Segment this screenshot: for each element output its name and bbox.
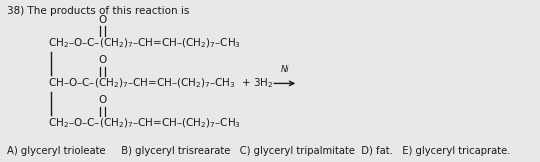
Text: CH$_2$–O–C–(CH$_2$)$_7$–CH=CH–(CH$_2$)$_7$–CH$_3$: CH$_2$–O–C–(CH$_2$)$_7$–CH=CH–(CH$_2$)$_… [48, 117, 241, 130]
Text: CH–O–C–(CH$_2$)$_7$–CH=CH–(CH$_2$)$_7$–CH$_3$  + 3H$_2$: CH–O–C–(CH$_2$)$_7$–CH=CH–(CH$_2$)$_7$–C… [48, 77, 273, 90]
Text: O: O [99, 95, 107, 105]
Text: 38) The products of this reaction is: 38) The products of this reaction is [8, 6, 190, 16]
Text: Ni: Ni [280, 65, 289, 74]
Text: O: O [99, 55, 107, 65]
Text: O: O [99, 15, 107, 25]
Text: CH$_2$–O–C–(CH$_2$)$_7$–CH=CH–(CH$_2$)$_7$–CH$_3$: CH$_2$–O–C–(CH$_2$)$_7$–CH=CH–(CH$_2$)$_… [48, 36, 241, 50]
Text: A) glyceryl trioleate     B) glyceryl trisrearate   C) glyceryl tripalmitate  D): A) glyceryl trioleate B) glyceryl trisre… [8, 146, 511, 156]
